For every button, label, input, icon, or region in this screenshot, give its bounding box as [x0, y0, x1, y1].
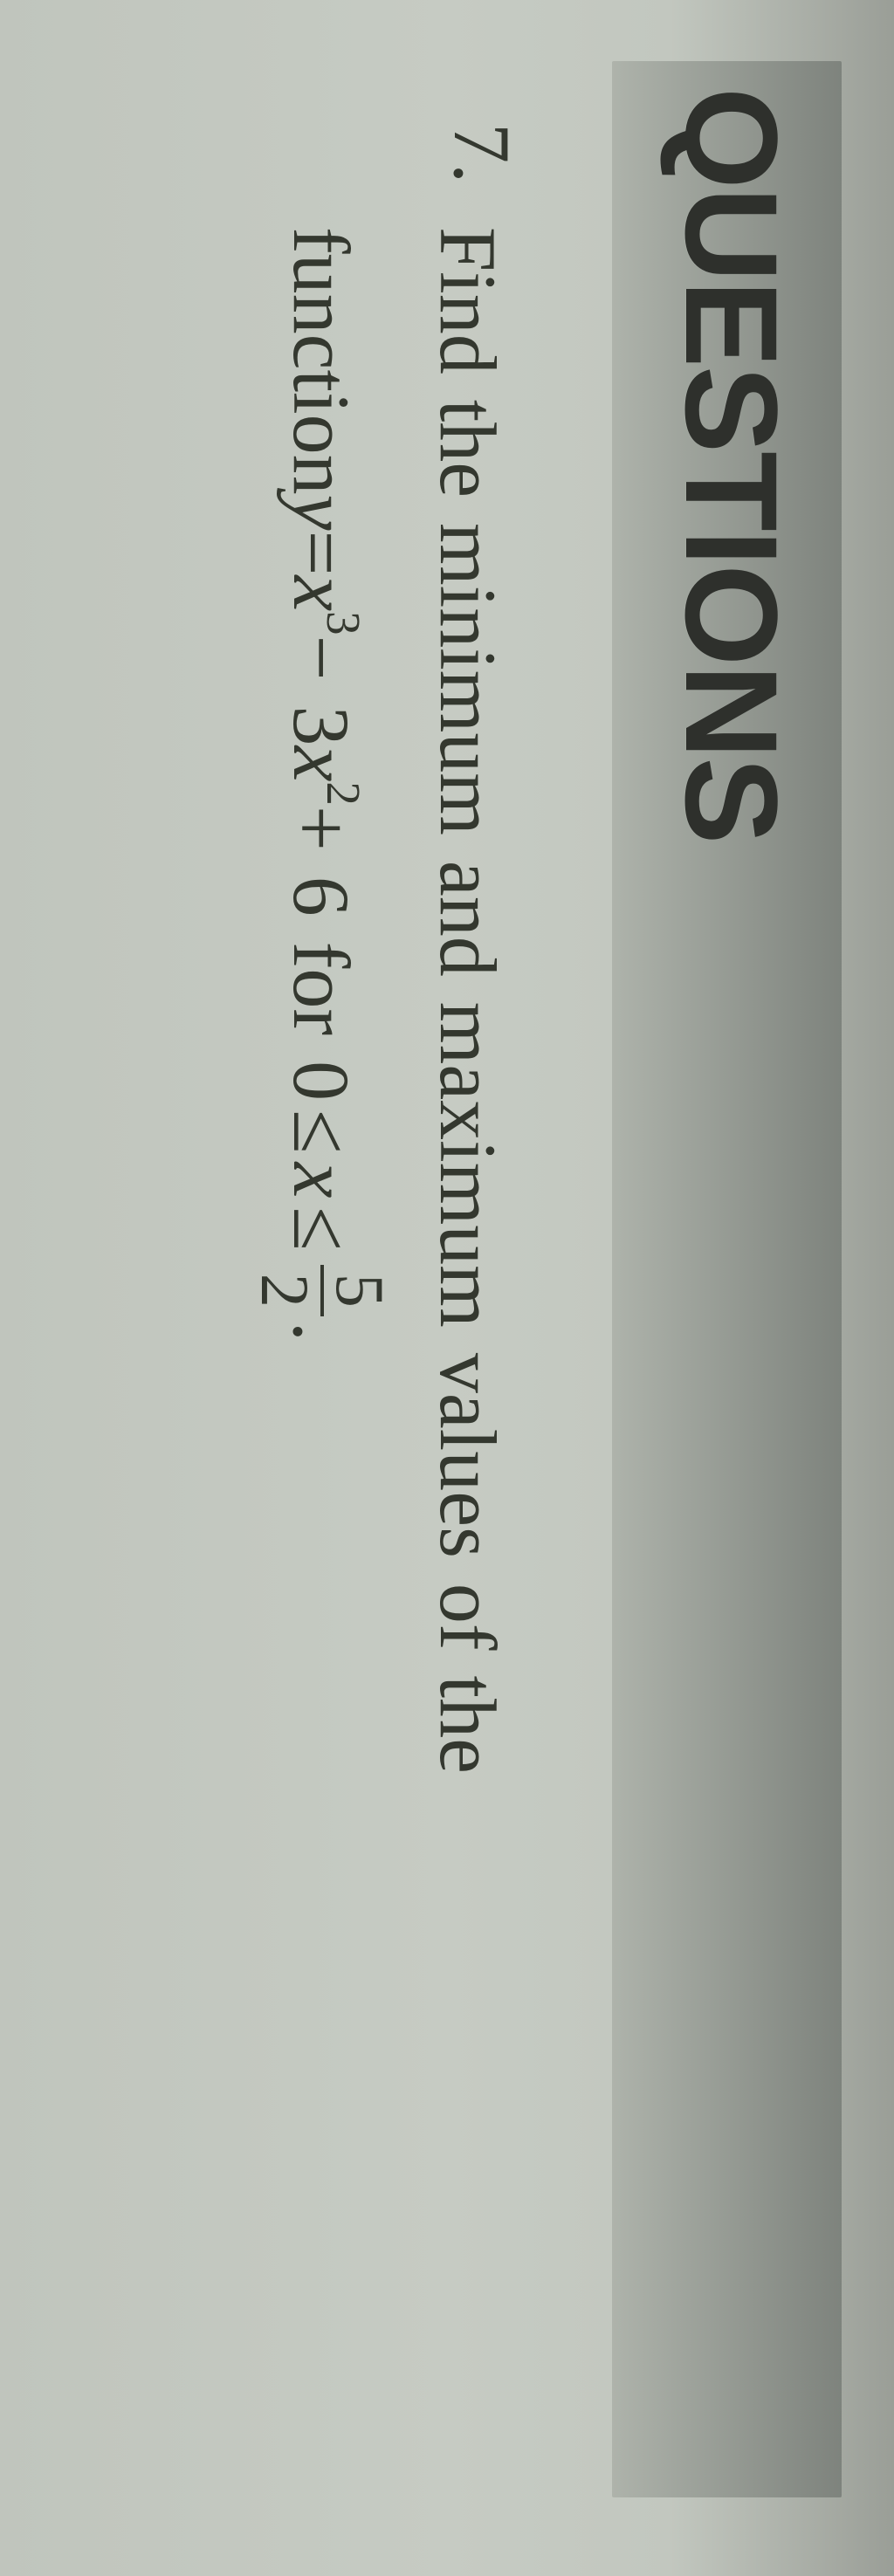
var-x-squared: x2: [254, 746, 387, 806]
question-7: 7. Find the minimum and maximum values o…: [247, 61, 533, 2497]
le-1: ≤: [254, 1109, 387, 1154]
question-line-1: Find the minimum and maximum values of t…: [401, 227, 533, 2497]
exponent-3: 3: [317, 611, 370, 635]
le-2: ≤: [254, 1206, 387, 1251]
question-line-2: function y = x3 − 3 x2 + 6 for 0 ≤ x ≤ 5…: [247, 227, 394, 2497]
fraction-numerator: 5: [324, 1265, 395, 1316]
period: .: [254, 1322, 387, 1342]
var-x2: x: [277, 746, 366, 782]
page: QUESTIONS 7. Find the minimum and maximu…: [0, 0, 894, 2576]
equals: =: [254, 530, 387, 575]
var-x-cubed: x3: [254, 575, 387, 635]
section-heading: QUESTIONS: [656, 87, 807, 2471]
heading-bar: QUESTIONS: [612, 61, 842, 2497]
var-x3: x: [254, 1163, 387, 1199]
exponent-2: 2: [317, 781, 370, 806]
minus-3: − 3: [254, 635, 387, 746]
plus-6-for-0: + 6 for 0: [254, 806, 387, 1101]
question-number: 7.: [436, 61, 533, 227]
var-y: y: [254, 495, 387, 531]
fraction-denominator: 2: [249, 1265, 320, 1316]
var-x1: x: [277, 575, 366, 611]
question-body: Find the minimum and maximum values of t…: [247, 227, 533, 2497]
fraction-5-over-2: 5 2: [249, 1265, 395, 1316]
text-function: function: [254, 227, 387, 495]
